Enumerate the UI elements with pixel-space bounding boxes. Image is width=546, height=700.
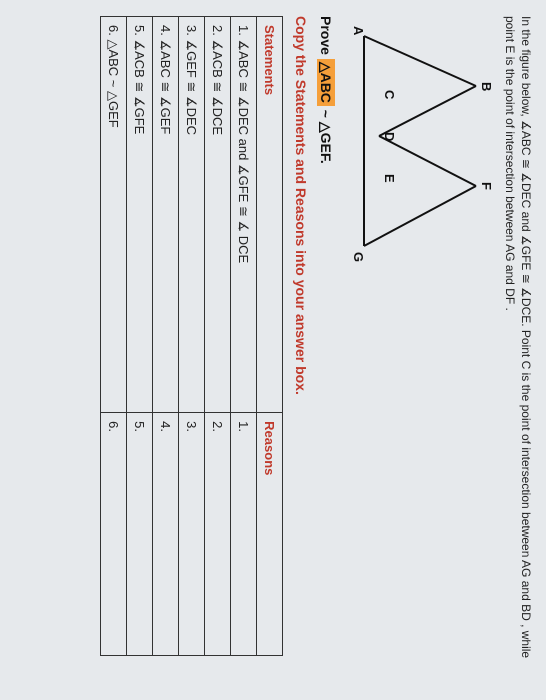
point-label-A: A <box>351 26 366 36</box>
header-reasons: Reasons <box>256 413 282 656</box>
point-label-B: B <box>479 82 494 91</box>
table-row: 6. △ABC ~ △GEF6. <box>100 17 126 656</box>
prove-rest: ~ △GEF. <box>318 106 334 164</box>
table-row: 5. ∡ACB ≅ ∡GFE5. <box>126 17 152 656</box>
reason-cell: 5. <box>126 413 152 656</box>
figure-svg: A B C D E F G <box>344 16 494 276</box>
intro-text: In the figure below, ∡ABC ≅ ∡DEC and ∡GF… <box>502 16 534 684</box>
point-label-G: G <box>351 252 366 262</box>
reason-cell: 3. <box>178 413 204 656</box>
statement-cell: 3. ∡GEF ≅ ∡DEC <box>178 17 204 413</box>
segment <box>364 36 476 86</box>
point-label-D: D <box>382 132 397 141</box>
reason-cell: 1. <box>230 413 256 656</box>
statement-cell: 6. △ABC ~ △GEF <box>100 17 126 413</box>
prove-highlight: △ABC <box>317 59 335 106</box>
segment <box>364 186 476 246</box>
header-statements: Statements <box>256 17 282 413</box>
reason-cell: 2. <box>204 413 230 656</box>
prove-line: Prove △ABC ~ △GEF. <box>317 16 334 684</box>
statement-cell: 2. ∡ACB ≅ ∡DCE <box>204 17 230 413</box>
proof-table: Statements Reasons 1. ∡ABC ≅ ∡DEC and ∡G… <box>100 16 283 656</box>
statement-cell: 4. ∡ABC ≅ ∡GEF <box>152 17 178 413</box>
table-row: 2. ∡ACB ≅ ∡DCE2. <box>204 17 230 656</box>
copy-instruction: Copy the Statements and Reasons into you… <box>293 16 309 684</box>
worksheet-page: In the figure below, ∡ABC ≅ ∡DEC and ∡GF… <box>0 0 546 700</box>
proof-table-body: 1. ∡ABC ≅ ∡DEC and ∡GFE ≅ ∡ DCE1.2. ∡ACB… <box>100 17 256 656</box>
table-row: 3. ∡GEF ≅ ∡DEC3. <box>178 17 204 656</box>
statement-cell: 5. ∡ACB ≅ ∡GFE <box>126 17 152 413</box>
geometry-figure: A B C D E F G <box>344 16 494 276</box>
reason-cell: 6. <box>100 413 126 656</box>
point-label-E: E <box>382 174 397 183</box>
point-label-F: F <box>479 182 494 190</box>
point-label-C: C <box>382 90 397 100</box>
statement-cell: 1. ∡ABC ≅ ∡DEC and ∡GFE ≅ ∡ DCE <box>230 17 256 413</box>
reason-cell: 4. <box>152 413 178 656</box>
prove-prefix: Prove <box>318 16 334 55</box>
table-row: 4. ∡ABC ≅ ∡GEF4. <box>152 17 178 656</box>
table-row: 1. ∡ABC ≅ ∡DEC and ∡GFE ≅ ∡ DCE1. <box>230 17 256 656</box>
